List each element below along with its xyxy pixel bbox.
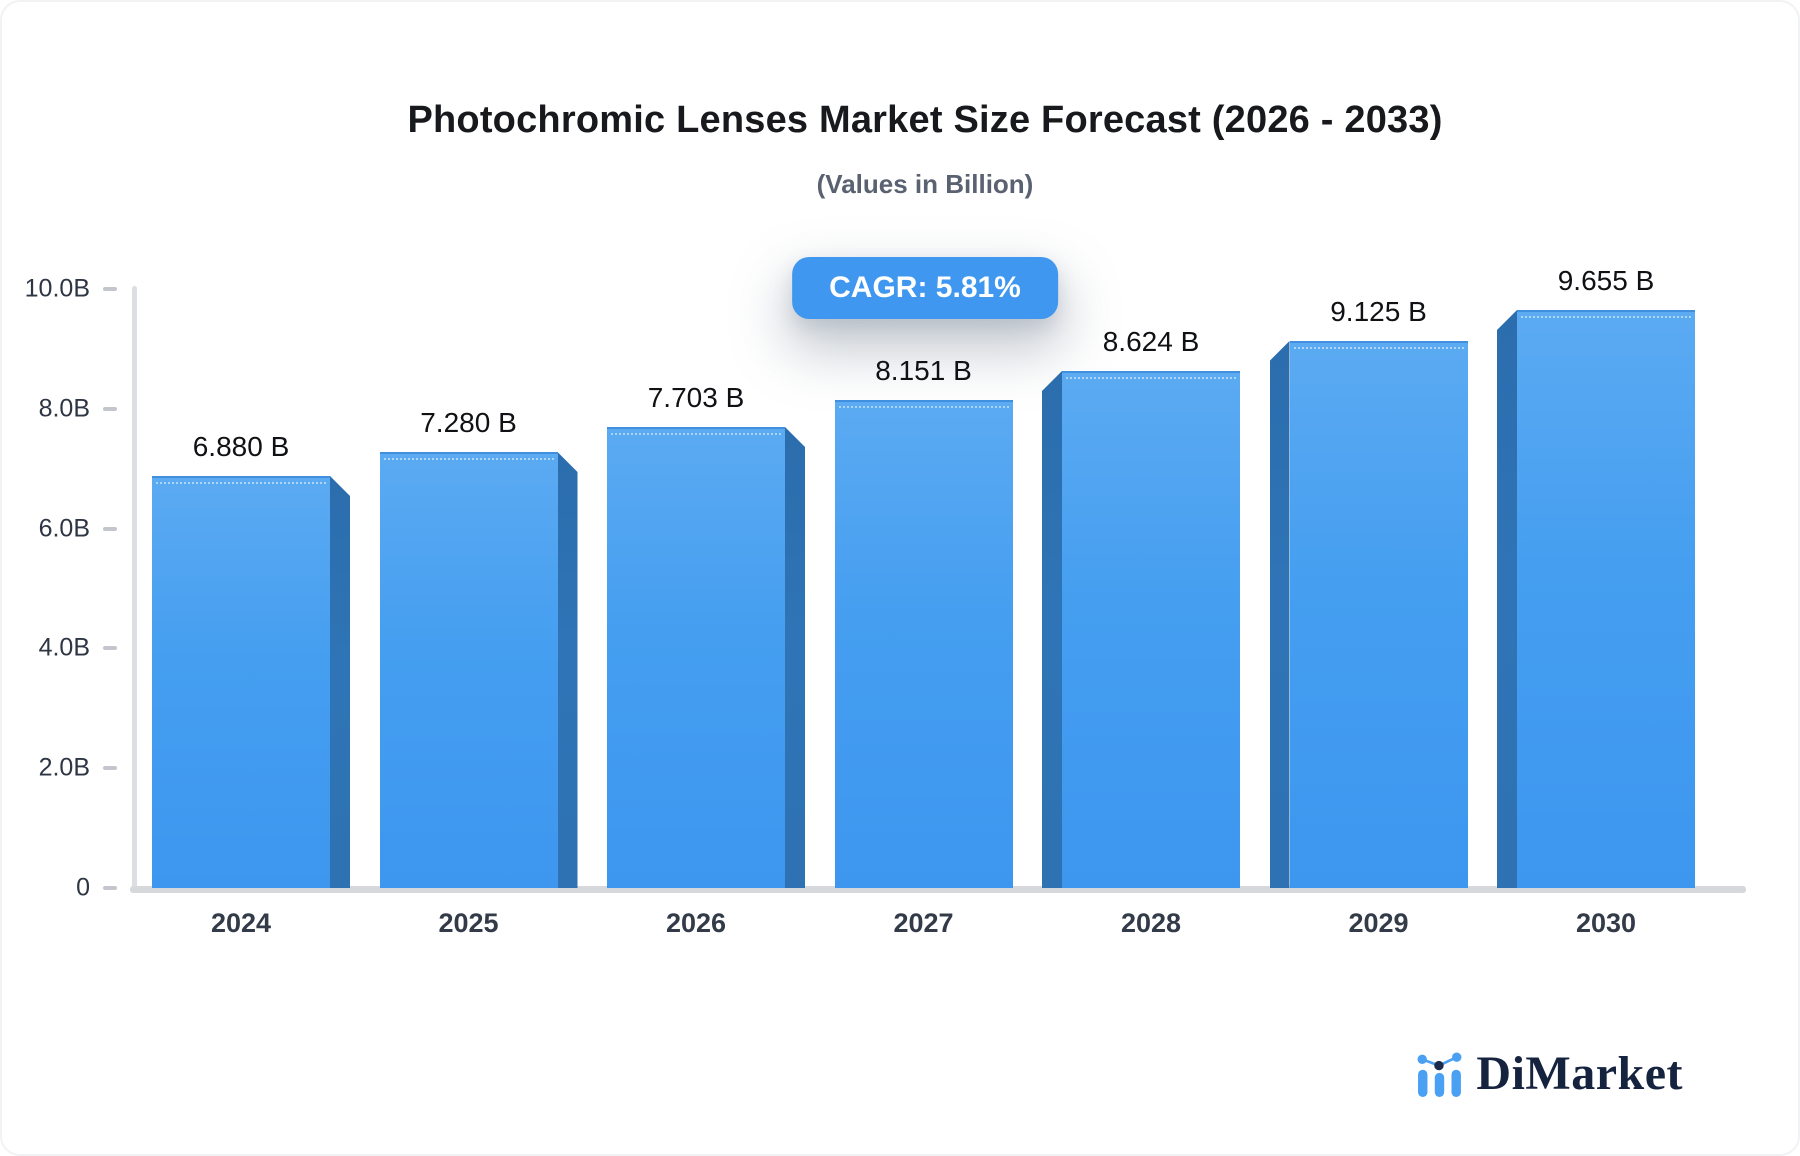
y-axis-tick-label: 10.0B (24, 274, 90, 303)
bar-2028[interactable] (1042, 371, 1240, 888)
bar-front-face (607, 427, 785, 888)
x-axis-label: 2028 (1120, 908, 1182, 938)
bar-2027[interactable] (834, 400, 1013, 888)
bar-side-face (1042, 371, 1062, 888)
logo-text: DiMarket (1476, 1047, 1683, 1100)
bar-2024[interactable] (152, 476, 350, 888)
cagr-badge: CAGR: 5.81% (792, 257, 1058, 319)
bar-front-face (152, 476, 330, 888)
x-axis-line (130, 886, 1746, 893)
bar-front-face (1517, 310, 1695, 888)
y-axis-tick-mark (103, 287, 117, 291)
y-axis-tick-label: 4.0B (38, 633, 90, 662)
x-axis-label: 2030 (1575, 908, 1637, 938)
dimarket-logo: DiMarket (1417, 1050, 1683, 1098)
bar-front-face (834, 400, 1013, 888)
y-axis-tick-label: 6.0B (38, 514, 90, 543)
bar-value-label: 8.624 B (1102, 326, 1200, 357)
bar-value-label: 6.880 B (192, 431, 290, 462)
bar-value-label: 9.125 B (1330, 296, 1427, 327)
bar-front-face (1062, 371, 1240, 888)
bar-2026[interactable] (607, 427, 805, 888)
y-axis-tick-mark (103, 406, 117, 411)
y-axis-line (132, 286, 137, 889)
bar-side-face (1269, 341, 1290, 888)
x-axis-label: 2026 (665, 908, 727, 938)
x-axis-label: 2027 (893, 908, 954, 938)
chart-subtitle: (Values in Billion) (816, 169, 1034, 199)
mini-bar-chart-icon (1417, 1052, 1462, 1097)
bar-side-face (785, 427, 805, 888)
y-axis-tick-label: 8.0B (38, 394, 90, 423)
bar-value-label: 7.703 B (647, 382, 745, 413)
bar-side-face (330, 476, 350, 888)
y-axis-tick-mark (103, 766, 117, 771)
chart-title: Photochromic Lenses Market Size Forecast… (407, 99, 1443, 141)
bar-front-face (379, 452, 558, 888)
y-axis-tick-label: 2.0B (38, 753, 90, 782)
y-axis-tick-mark (103, 886, 117, 890)
bar-front-face (1289, 341, 1468, 888)
bar-value-label: 7.280 B (420, 407, 517, 438)
bar-2030[interactable] (1497, 310, 1695, 888)
bar-value-label: 8.151 B (875, 355, 972, 386)
bar-2029[interactable] (1269, 341, 1468, 888)
x-axis-label: 2029 (1348, 908, 1409, 938)
x-axis-label: 2024 (210, 908, 272, 938)
bar-side-face (557, 452, 578, 888)
bar-2025[interactable] (379, 452, 578, 888)
y-axis-tick-label: 0 (76, 873, 90, 902)
bar-side-face (1497, 310, 1517, 888)
y-axis-tick-mark (103, 526, 117, 531)
bar-value-label: 9.655 B (1557, 265, 1655, 296)
y-axis-tick-mark (103, 646, 117, 651)
x-axis-label: 2025 (438, 908, 499, 938)
